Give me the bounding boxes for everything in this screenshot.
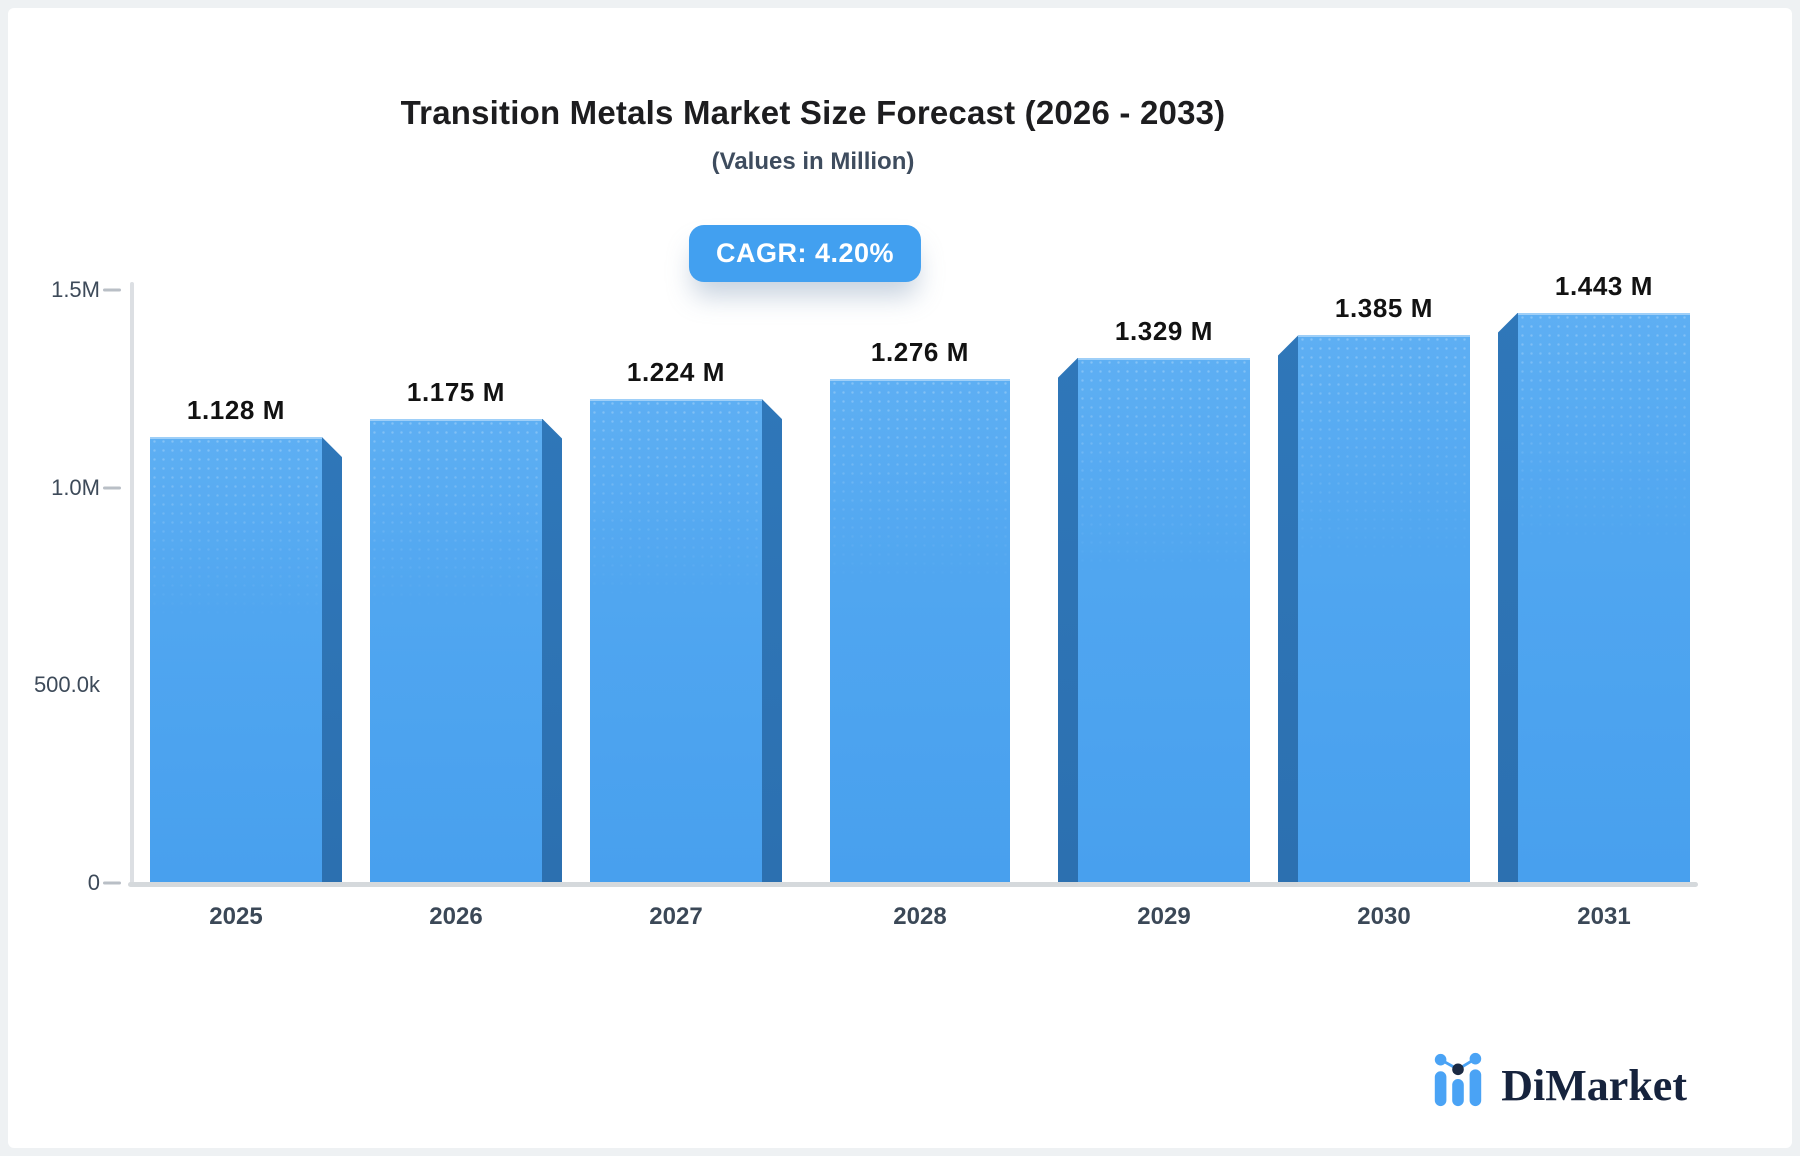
x-axis-label-2026: 2026 — [429, 903, 483, 930]
y-axis-tick-mark — [103, 881, 121, 885]
chart-title: Transition Metals Market Size Forecast (… — [400, 94, 1226, 131]
bar-side-face — [542, 418, 562, 883]
bar-2030: 1.385 M 2030 — [1298, 293, 1470, 930]
bar-slot-2025: 1.128 M 2025 — [150, 290, 370, 930]
bar-value-label: 1.128 M — [186, 395, 286, 426]
y-axis-tick-label: 1.5M — [51, 277, 100, 302]
bar-side-face — [762, 399, 782, 883]
plot-area: 1.128 M 2025 1.175 M 2026 1.224 M 2027 1.276 M… — [34, 271, 1698, 930]
x-axis-label-2030: 2030 — [1357, 903, 1411, 930]
bar-2028: 1.276 M 2028 — [830, 337, 1010, 930]
bar-value-label: 1.224 M — [626, 357, 726, 388]
dimarket-logo: DiMarket — [1429, 1050, 1687, 1108]
bar-2026: 1.175 M 2026 — [370, 377, 542, 930]
bar-side-face — [1058, 357, 1078, 883]
chart-header: Transition Metals Market Size Forecast (… — [8, 8, 1618, 176]
x-axis-label-2025: 2025 — [209, 903, 263, 930]
bar-2027: 1.224 M 2027 — [590, 357, 762, 930]
bar-value-label: 1.329 M — [1114, 315, 1214, 346]
bar-side-face — [1498, 312, 1518, 883]
y-axis-tick-label: 1.0M — [51, 474, 100, 500]
bar-slot-2030: 1.385 M 2030 — [1250, 290, 1470, 930]
cagr-badge: CAGR: 4.20% — [688, 225, 922, 282]
x-axis-line — [128, 882, 1698, 887]
logo-text: DiMarket — [1501, 1061, 1687, 1110]
bar-slot-2028: 1.276 M 2028 — [810, 290, 1030, 930]
y-axis-tick-label: 0 — [87, 870, 100, 895]
bars-container: 1.128 M 2025 1.175 M 2026 1.224 M 2027 1.276 M… — [150, 271, 1690, 930]
bar-value-label: 1.443 M — [1554, 270, 1654, 301]
bar-side-face — [322, 437, 342, 883]
y-axis-line — [130, 282, 134, 887]
bar-value-label: 1.276 M — [870, 336, 970, 367]
x-axis-label-2029: 2029 — [1137, 903, 1191, 930]
bar-value-label: 1.385 M — [1334, 293, 1434, 324]
mini-bar-trend-chart-icon — [1435, 1052, 1482, 1107]
bar-2029: 1.329 M 2029 — [1078, 316, 1250, 930]
x-axis-label-2031: 2031 — [1577, 903, 1631, 930]
chart-card: Transition Metals Market Size Forecast (… — [8, 8, 1792, 1148]
bar-2025: 1.128 M 2025 — [150, 395, 322, 930]
y-axis-tick-label: 500.0k — [33, 672, 100, 698]
bar-slot-2026: 1.175 M 2026 — [370, 290, 590, 930]
y-axis-tick-mark — [103, 288, 121, 292]
x-axis-label-2027: 2027 — [649, 903, 703, 930]
y-axis-tick-mark — [103, 486, 121, 490]
chart-subtitle: (Values in Million) — [711, 148, 915, 175]
bar-slot-2029: 1.329 M 2029 — [1030, 290, 1250, 930]
bar-2031: 1.443 M 2031 — [1518, 271, 1690, 930]
bar-value-label: 1.175 M — [406, 376, 506, 407]
bar-slot-2031: 1.443 M 2031 — [1470, 271, 1690, 930]
bar-slot-2027: 1.224 M 2027 — [590, 290, 810, 930]
x-axis-label-2028: 2028 — [893, 903, 947, 930]
bar-side-face — [1278, 335, 1298, 883]
